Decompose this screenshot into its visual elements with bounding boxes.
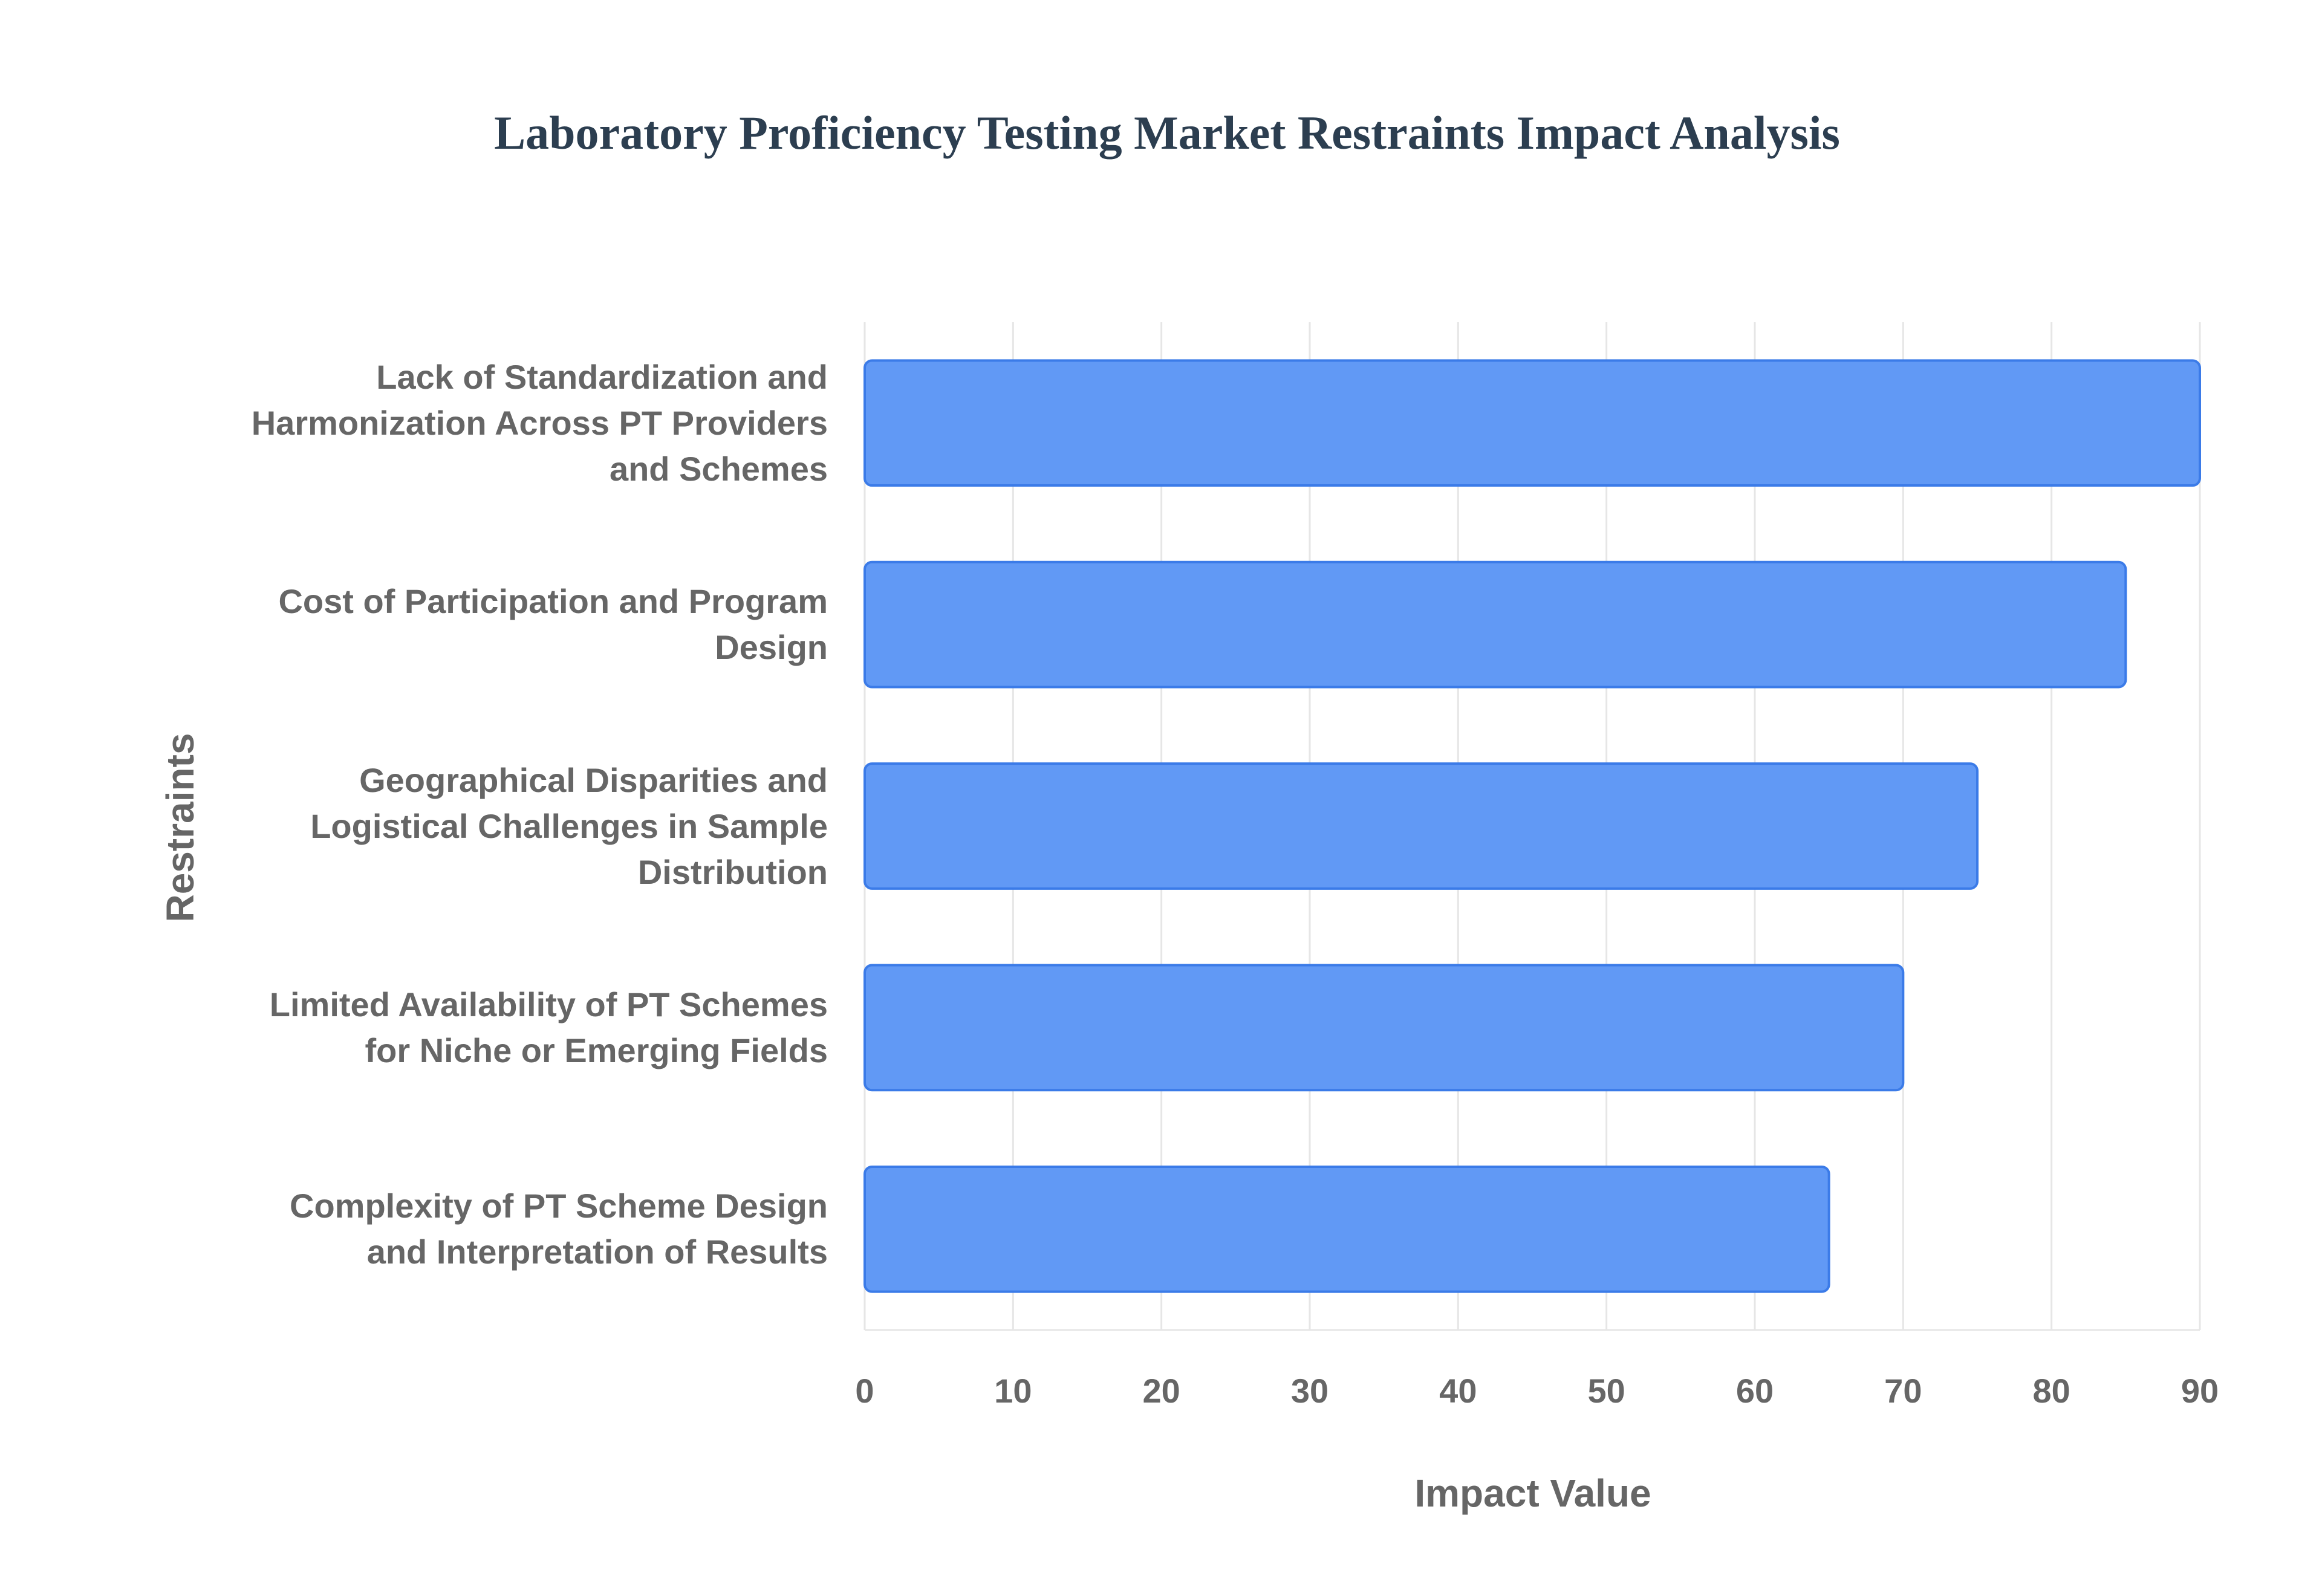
bar bbox=[863, 762, 1979, 890]
x-tick-label: 80 bbox=[2033, 1372, 2070, 1410]
bar bbox=[863, 1165, 1830, 1293]
bar bbox=[863, 560, 2127, 689]
x-tick-label: 10 bbox=[994, 1372, 1032, 1410]
x-tick-label: 70 bbox=[1884, 1372, 1922, 1410]
x-tick-label: 60 bbox=[1736, 1372, 1774, 1410]
y-tick-label: Lack of Standardization and Harmonizatio… bbox=[251, 357, 828, 488]
x-tick-label: 0 bbox=[855, 1372, 874, 1410]
x-axis-title: Impact Value bbox=[1414, 1471, 1651, 1515]
y-tick-label: Geographical Disparities and Logistical … bbox=[310, 761, 828, 891]
x-tick-label: 20 bbox=[1143, 1372, 1180, 1410]
x-tick-label: 30 bbox=[1291, 1372, 1328, 1410]
chart-title: Laboratory Proficiency Testing Market Re… bbox=[494, 106, 1840, 159]
y-tick-label: Cost of Participation and Program Design bbox=[278, 582, 828, 667]
x-tick-label: 40 bbox=[1439, 1372, 1477, 1410]
y-tick-label: Complexity of PT Scheme Design and Inter… bbox=[290, 1187, 828, 1271]
y-axis-title: Restraints bbox=[158, 733, 202, 923]
y-tick-label: Limited Availability of PT Schemes for N… bbox=[269, 985, 828, 1069]
x-tick-label: 50 bbox=[1588, 1372, 1625, 1410]
x-tick-label: 90 bbox=[2181, 1372, 2219, 1410]
bar bbox=[863, 359, 2201, 487]
bar bbox=[863, 964, 1905, 1092]
